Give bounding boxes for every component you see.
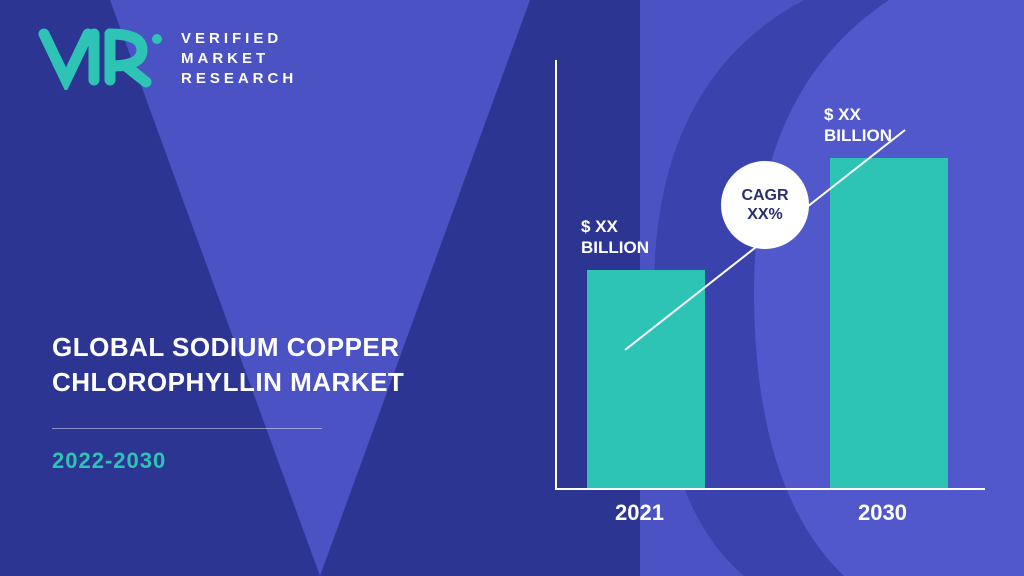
bar-chart: $ XXBILLION 2021 $ XXBILLION 2030 CAGR X… [555, 60, 985, 530]
logo-mark-icon [38, 28, 163, 90]
title-divider [52, 428, 322, 429]
x-axis [555, 488, 985, 490]
x-label-2021: 2021 [615, 500, 664, 526]
brand-logo: VERIFIEDMARKETRESEARCH [38, 28, 297, 90]
chart-title: GLOBAL SODIUM COPPERCHLOROPHYLLIN MARKET [52, 330, 404, 400]
x-label-2030: 2030 [858, 500, 907, 526]
cagr-badge: CAGR XX% [721, 161, 809, 249]
brand-name: VERIFIEDMARKETRESEARCH [181, 29, 297, 90]
cagr-value: XX% [747, 205, 783, 224]
bar-2021-value: $ XXBILLION [581, 216, 649, 259]
cagr-label: CAGR [741, 186, 788, 205]
y-axis [555, 60, 557, 490]
bar-2021 [587, 270, 705, 488]
forecast-period: 2022-2030 [52, 448, 166, 474]
bar-2030-value: $ XXBILLION [824, 104, 892, 147]
bar-2030 [830, 158, 948, 488]
